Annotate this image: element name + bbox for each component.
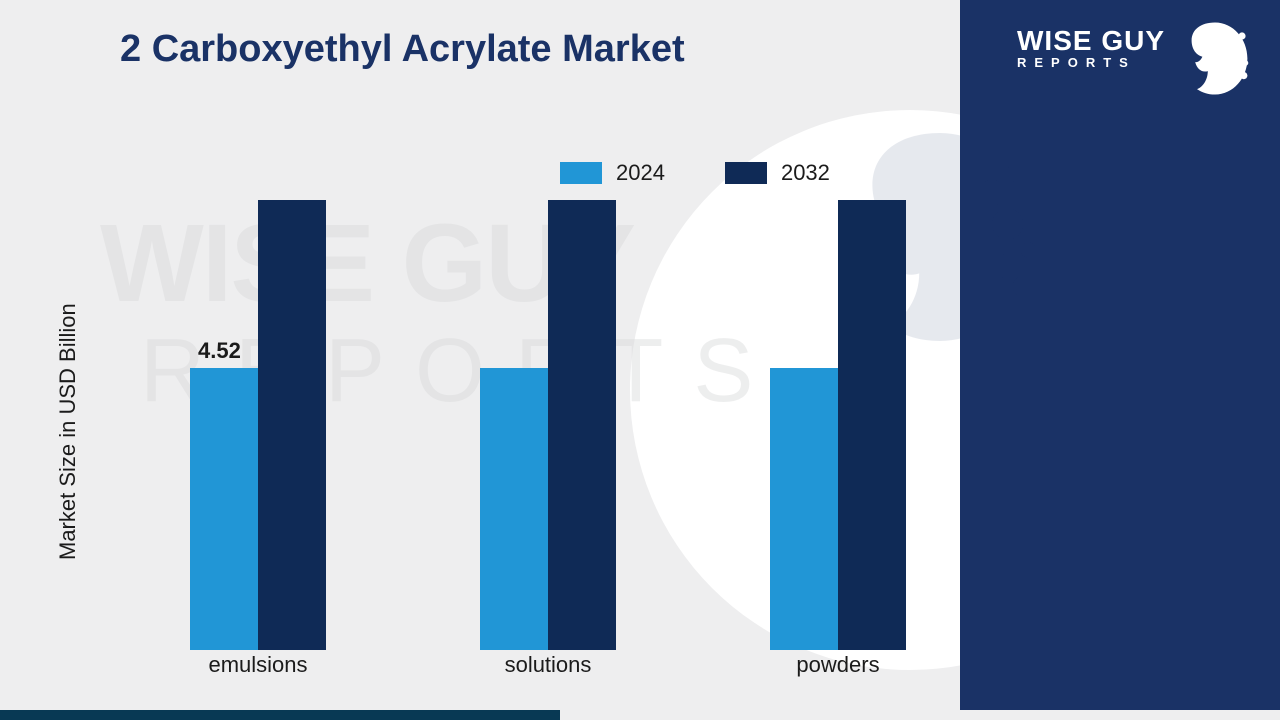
bar-value-label: 4.52 [198,338,241,364]
brand-logo: WISE GUY REPORTS [1017,25,1165,70]
legend-label-2032: 2032 [781,160,830,186]
legend-swatch-2032 [725,162,767,184]
legend: 2024 2032 [560,160,830,186]
y-axis-label: Market Size in USD Billion [55,303,81,560]
legend-swatch-2024 [560,162,602,184]
x-axis-labels: emulsions solutions powders [100,652,970,682]
brand-sub: REPORTS [1017,55,1165,70]
legend-item-2024: 2024 [560,160,665,186]
page-title: 2 Carboxyethyl Acrylate Market [120,28,685,71]
footer-accent [0,710,560,720]
legend-item-2032: 2032 [725,160,830,186]
bar [838,200,906,650]
bar [548,200,616,650]
x-category-label: solutions [458,652,638,678]
x-category-label: powders [748,652,928,678]
chart-plot: 4.52 [100,200,970,650]
legend-label-2024: 2024 [616,160,665,186]
brand-main: WISE GUY [1017,25,1165,56]
bar [258,200,326,650]
x-category-label: emulsions [168,652,348,678]
bar [190,368,258,651]
bar [770,368,838,651]
bar [480,368,548,651]
logo-head-icon [1170,18,1260,108]
